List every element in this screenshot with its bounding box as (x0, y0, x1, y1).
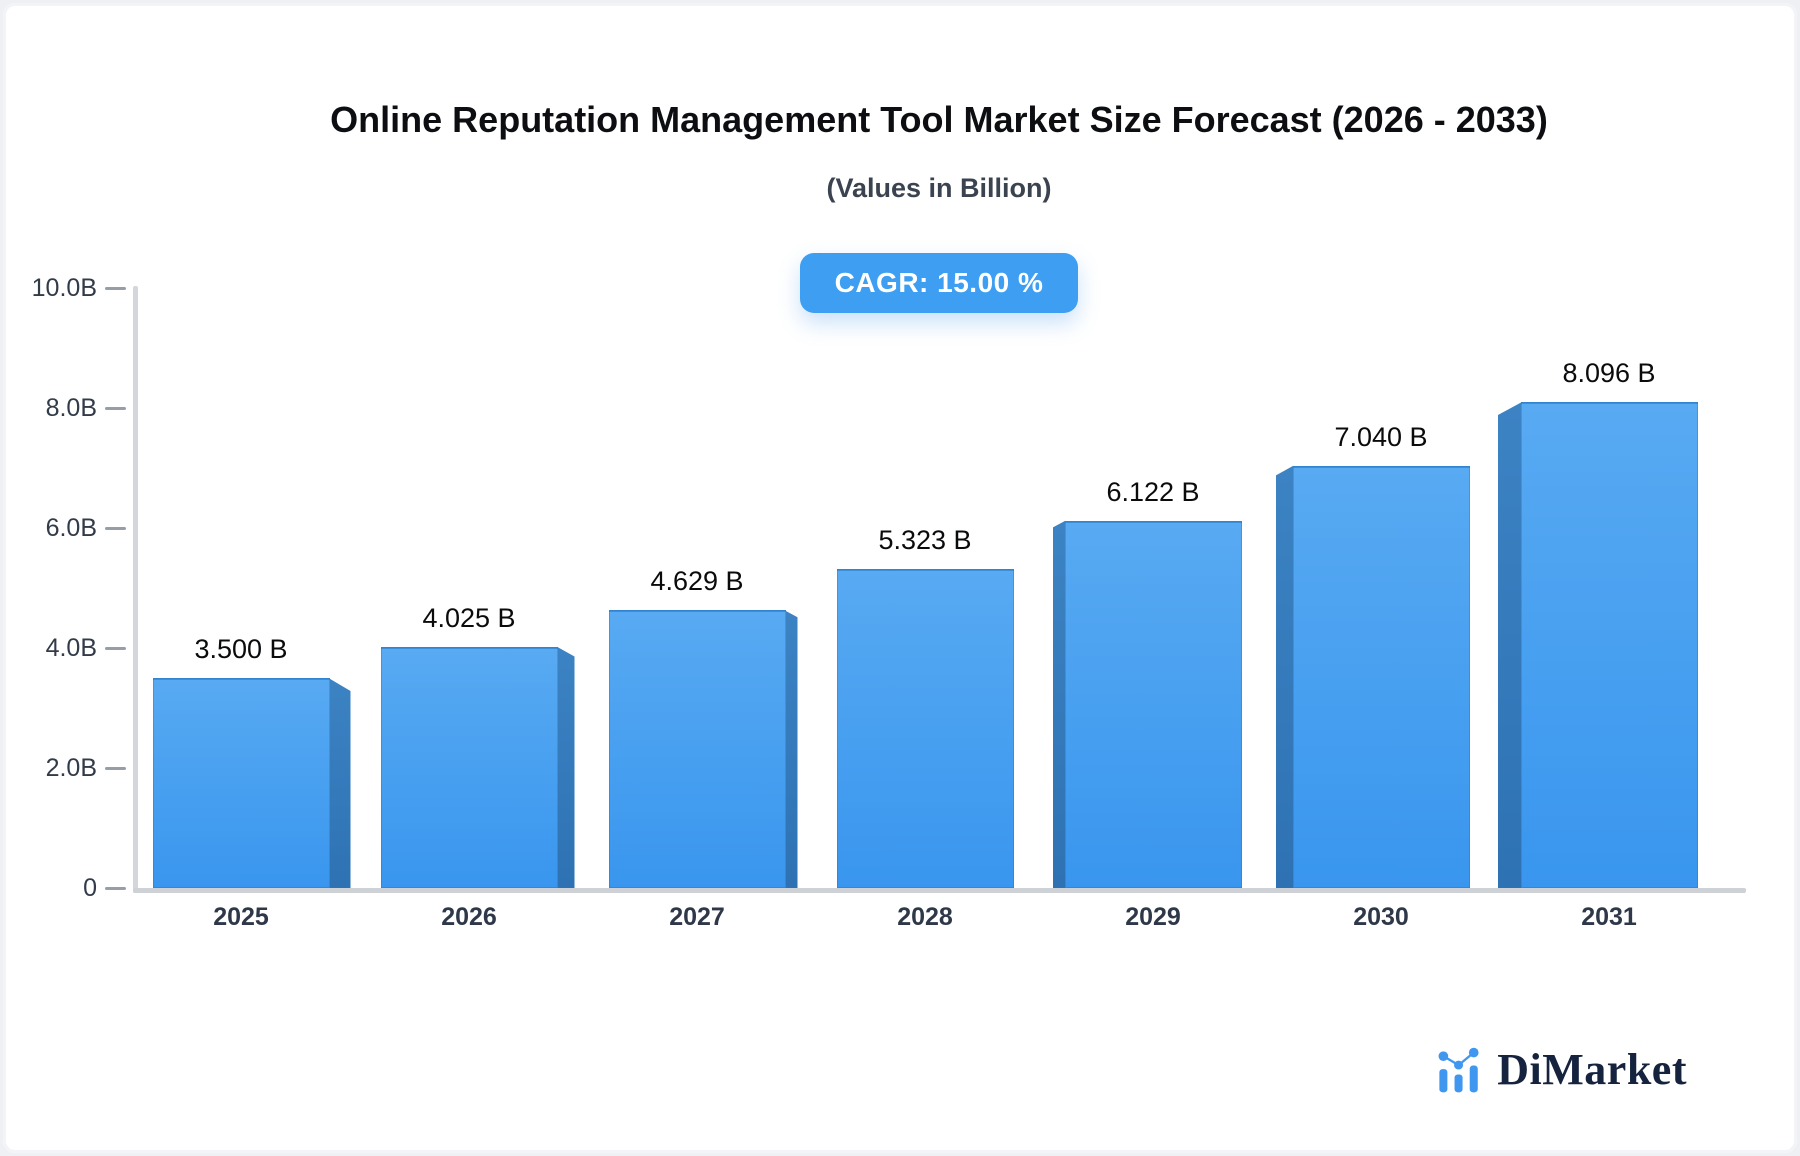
y-axis-tick (105, 407, 126, 410)
y-axis-tick-label: 6.0B (45, 514, 97, 542)
bar-2027 (608, 610, 786, 888)
chart-card: Online Reputation Management Tool Market… (3, 3, 1797, 1153)
bar-2025 (152, 678, 330, 888)
y-axis-tick (105, 647, 126, 650)
bar-value-label-2027: 4.629 B (650, 566, 744, 597)
y-axis-tick (105, 887, 126, 890)
y-axis-line (133, 286, 138, 893)
y-axis-tick-label: 0 (83, 874, 97, 902)
x-axis-label-2025: 2025 (213, 903, 269, 931)
bar-2026 (380, 646, 558, 888)
chart-title: Online Reputation Management Tool Market… (330, 99, 1548, 140)
x-axis-label-2030: 2030 (1353, 903, 1409, 931)
bar-value-label-2031: 8.096 B (1562, 358, 1656, 389)
y-axis-tick (105, 527, 126, 530)
y-axis-tick (105, 287, 126, 290)
x-axis-label-2031: 2031 (1581, 903, 1637, 931)
bar-value-label-2026: 4.025 B (422, 602, 516, 633)
x-axis-label-2026: 2026 (441, 903, 497, 931)
y-axis-tick (105, 767, 126, 770)
y-axis-tick-label: 2.0B (45, 754, 97, 782)
y-axis-tick-label: 10.0B (31, 274, 97, 302)
logo-text: DiMarket (1497, 1045, 1687, 1094)
bar-value-label-2028: 5.323 B (878, 524, 972, 555)
bar-side-2027 (784, 610, 798, 888)
chart-subtitle: (Values in Billion) (826, 173, 1052, 203)
cagr-badge-wrap: CAGR: 15.00 % (133, 253, 1745, 313)
bar-side-2031 (1497, 402, 1522, 888)
x-axis-label-2029: 2029 (1125, 903, 1181, 931)
bar-chart-logo-icon (1438, 1047, 1479, 1092)
bar-2029 (1064, 520, 1242, 888)
bar-value-label-2025: 3.500 B (194, 634, 288, 664)
dimarket-logo: DiMarket (1433, 1044, 1687, 1095)
x-axis-label-2027: 2027 (669, 903, 725, 931)
bar-value-label-2029: 6.122 B (1106, 476, 1200, 507)
y-axis-tick-label: 8.0B (45, 394, 97, 422)
bar-2030 (1292, 465, 1470, 888)
bar-value-label-2030: 7.040 B (1334, 421, 1428, 452)
bar-side-2030 (1275, 465, 1294, 888)
x-axis-label-2028: 2028 (897, 903, 953, 931)
bar-side-2026 (556, 646, 575, 888)
bar-2031 (1520, 402, 1698, 888)
bar-side-2025 (328, 678, 351, 888)
x-axis-line (133, 888, 1746, 893)
bar-2028 (836, 568, 1014, 888)
cagr-badge: CAGR: 15.00 % (799, 253, 1079, 313)
bar-side-2029 (1052, 520, 1066, 888)
y-axis-tick-label: 4.0B (45, 634, 97, 662)
